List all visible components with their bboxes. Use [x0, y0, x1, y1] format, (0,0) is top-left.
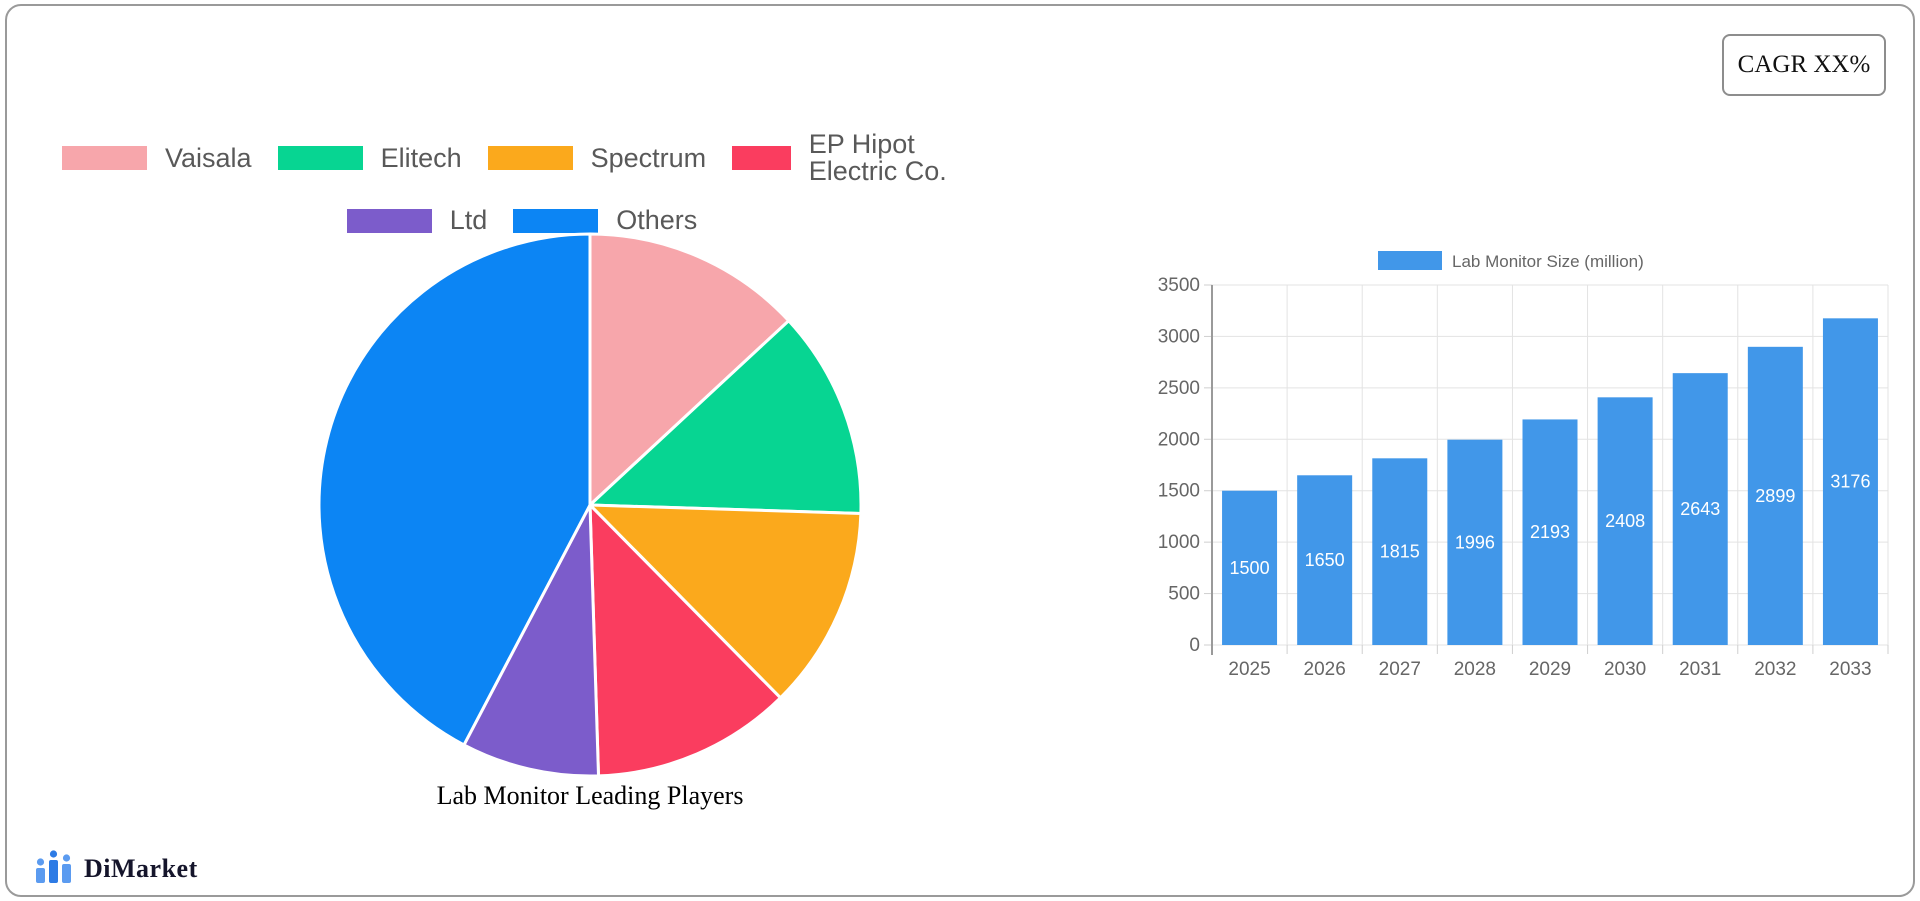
bar-value-label: 1650 — [1305, 550, 1345, 570]
bar-value-label: 2193 — [1530, 522, 1570, 542]
pie-chart — [314, 229, 866, 781]
pie-legend-row-1: Vaisala Elitech Spectrum EP Hipot Electr… — [62, 131, 982, 185]
legend-item-elitech[interactable]: Elitech — [277, 142, 462, 173]
pie-legend-row-2: Ltd Others — [62, 207, 982, 234]
legend-swatch-others — [513, 208, 599, 233]
y-axis-label: 1500 — [1158, 481, 1200, 502]
legend-swatch-elitech — [277, 146, 363, 170]
bar-value-label: 1500 — [1230, 558, 1270, 578]
y-axis-label: 3000 — [1158, 326, 1200, 347]
dimarket-logo-icon — [36, 850, 71, 883]
bar-2027[interactable] — [1372, 458, 1428, 645]
pie-chart-svg — [317, 232, 863, 778]
legend-label: Vaisala — [165, 142, 252, 173]
y-axis-label: 3500 — [1158, 275, 1200, 296]
x-axis-label: 2029 — [1529, 659, 1571, 680]
y-axis-label: 500 — [1168, 584, 1200, 605]
pie-legend: Vaisala Elitech Spectrum EP Hipot Electr… — [62, 131, 982, 234]
brand-name: DiMarket — [84, 854, 198, 883]
cagr-badge: CAGR XX% — [1722, 34, 1886, 96]
pie-chart-title: Lab Monitor Leading Players — [436, 781, 744, 810]
legend-label: Spectrum — [590, 142, 707, 173]
legend-item-spectrum[interactable]: Spectrum — [487, 142, 707, 173]
bar-2031[interactable] — [1672, 373, 1728, 645]
x-axis-label: 2030 — [1604, 659, 1646, 680]
bar-legend-label[interactable]: Lab Monitor Size (million) — [1452, 252, 1644, 271]
bar-value-label: 1996 — [1455, 532, 1495, 552]
legend-item-ltd[interactable]: Ltd — [346, 205, 488, 235]
legend-item-vaisala[interactable]: Vaisala — [62, 142, 252, 173]
x-axis-label: 2027 — [1379, 659, 1421, 680]
bar-chart-svg: Lab Monitor Size (million) 0 500 1000 1500 20… — [1158, 251, 1889, 680]
bar-2030[interactable] — [1597, 397, 1653, 645]
bar-chart: Lab Monitor Size (million) 0 500 1000 1500 20… — [1146, 235, 1920, 695]
legend-swatch-ep-hipot — [732, 146, 791, 170]
x-axis-label: 2033 — [1829, 659, 1871, 680]
bar-value-label: 2408 — [1605, 511, 1645, 531]
bar-legend-swatch[interactable] — [1378, 251, 1442, 270]
logo-dot — [36, 858, 45, 866]
y-axis-label: 1000 — [1158, 532, 1200, 553]
bar-value-label: 2899 — [1755, 486, 1795, 506]
pie-slice-ep-hipot-electric-co[interactable] — [588, 503, 782, 778]
bar-2032[interactable] — [1747, 346, 1803, 645]
legend-label: Others — [616, 205, 698, 235]
bar-value-label: 3176 — [1830, 472, 1870, 492]
legend-item-ep-hipot[interactable]: EP Hipot Electric Co. — [732, 131, 982, 185]
legend-label: Ltd — [449, 205, 488, 235]
x-axis-label: 2028 — [1454, 659, 1496, 680]
legend-label: EP Hipot Electric Co. — [808, 129, 947, 186]
bar-2025[interactable] — [1222, 490, 1278, 645]
logo-dot — [49, 850, 58, 858]
pie-slice-spectrum[interactable] — [588, 503, 863, 700]
logo-bar — [36, 868, 45, 883]
pie-slice-vaisala[interactable] — [588, 232, 791, 507]
legend-swatch-ltd — [346, 208, 432, 233]
x-axis-label: 2031 — [1679, 659, 1721, 680]
pie-slice-others[interactable] — [317, 232, 592, 747]
bar-2026[interactable] — [1297, 475, 1353, 645]
brand-watermark: DiMarket — [33, 850, 198, 888]
pie-slice-ltd[interactable] — [462, 503, 601, 778]
legend-swatch-spectrum — [487, 146, 573, 170]
bar-value-label: 1815 — [1380, 542, 1420, 562]
logo-dot — [62, 854, 71, 862]
bar-value-label: 2643 — [1680, 499, 1720, 519]
bar-2033[interactable] — [1822, 318, 1878, 645]
bar-2028[interactable] — [1447, 439, 1503, 645]
x-axis-label: 2025 — [1228, 659, 1270, 680]
x-axis-label: 2026 — [1304, 659, 1346, 680]
y-axis-label: 0 — [1189, 635, 1200, 656]
legend-swatch-vaisala — [62, 146, 147, 170]
x-axis-label: 2032 — [1754, 659, 1796, 680]
logo-bar — [49, 860, 58, 883]
pie-slice-elitech[interactable] — [588, 319, 863, 516]
legend-label: Elitech — [380, 142, 462, 173]
legend-item-others[interactable]: Others — [513, 207, 697, 234]
y-axis-label: 2000 — [1158, 429, 1200, 450]
y-axis-label: 2500 — [1158, 378, 1200, 399]
bar-2029[interactable] — [1522, 419, 1578, 645]
logo-bar — [62, 864, 71, 883]
